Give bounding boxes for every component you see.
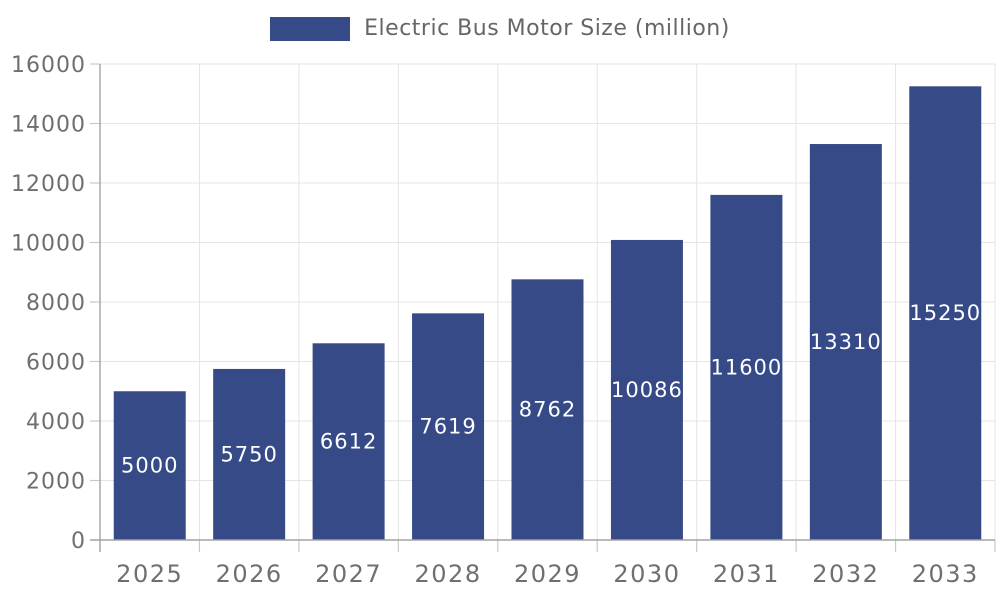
bar-value-label: 5750 (220, 442, 277, 466)
bar-value-label: 5000 (121, 454, 178, 478)
bar-value-label: 7619 (419, 415, 476, 439)
y-tick-label: 2000 (26, 470, 86, 495)
x-tick-label: 2028 (415, 560, 482, 588)
bar-2026[interactable] (213, 368, 286, 540)
bar-2025[interactable] (113, 391, 186, 540)
legend[interactable]: Electric Bus Motor Size (million) (0, 16, 1000, 41)
y-tick-label: 8000 (26, 291, 86, 316)
y-tick-label: 4000 (26, 410, 86, 435)
legend-label: Electric Bus Motor Size (million) (364, 16, 730, 41)
bar-value-label: 10086 (611, 378, 683, 402)
bar-2033[interactable] (909, 86, 982, 540)
x-tick-label: 2031 (713, 560, 780, 588)
bar-value-label: 11600 (710, 355, 782, 379)
y-tick-label: 16000 (11, 53, 86, 78)
x-tick-label: 2030 (613, 560, 680, 588)
y-tick-label: 14000 (11, 113, 86, 138)
legend-swatch-icon (270, 16, 351, 41)
bar-2029[interactable] (511, 279, 584, 540)
bar-2032[interactable] (809, 144, 882, 540)
x-tick-label: 2027 (315, 560, 382, 588)
bar-value-label: 13310 (810, 330, 882, 354)
x-tick-label: 2025 (116, 560, 183, 588)
bar-2027[interactable] (312, 343, 385, 540)
y-tick-label: 6000 (26, 351, 86, 376)
bar-value-label: 6612 (320, 430, 377, 454)
bar-value-label: 15250 (909, 301, 981, 325)
x-tick-label: 2029 (514, 560, 581, 588)
bar-2030[interactable] (610, 239, 683, 540)
bar-value-label: 8762 (519, 398, 576, 422)
x-tick-label: 2032 (812, 560, 879, 588)
bar-2031[interactable] (710, 194, 783, 540)
y-tick-label: 0 (71, 529, 86, 554)
y-tick-label: 10000 (11, 232, 86, 257)
x-tick-label: 2033 (912, 560, 979, 588)
x-tick-label: 2026 (216, 560, 283, 588)
y-tick-label: 12000 (11, 172, 86, 197)
bar-2028[interactable] (412, 313, 485, 540)
